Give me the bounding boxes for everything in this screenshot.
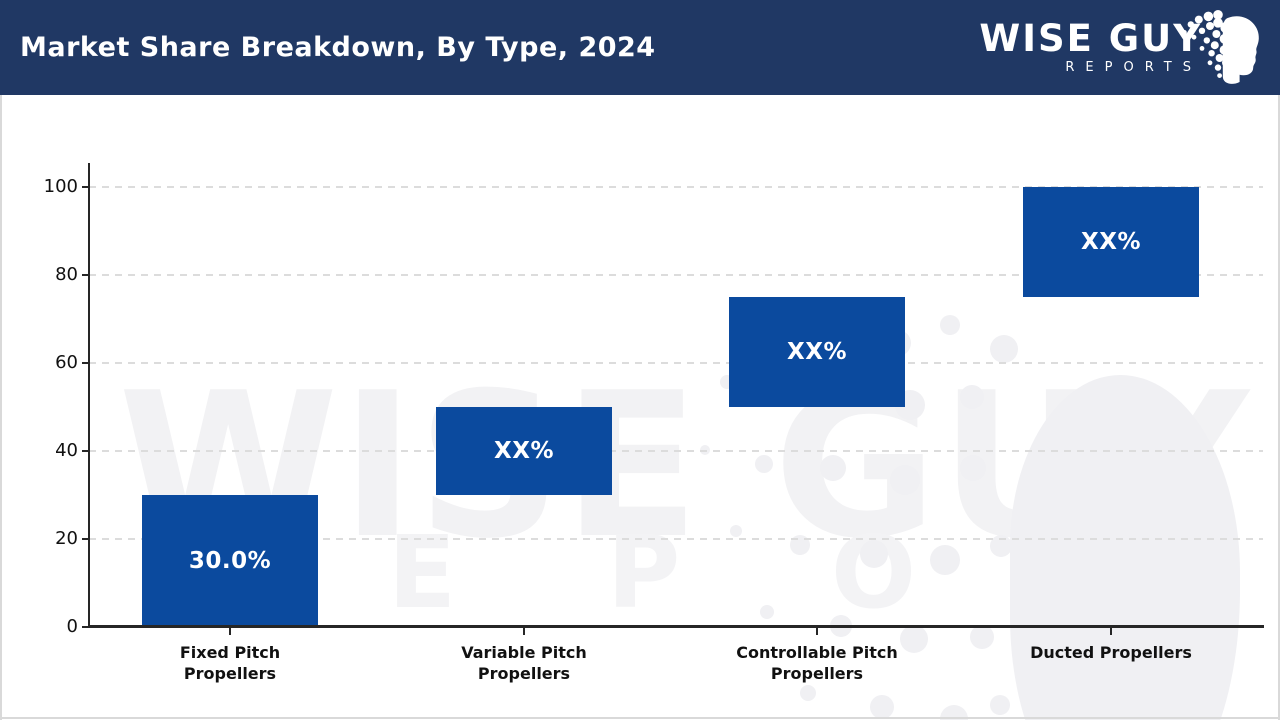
y-gridline bbox=[89, 274, 1263, 276]
x-tick-label: Fixed Pitch Propellers bbox=[179, 643, 281, 683]
bar-controllable-pitch-propellers: XX% bbox=[729, 297, 905, 407]
y-tick-label: 0 bbox=[66, 616, 78, 637]
header-bar: Market Share Breakdown, By Type, 2024 WI… bbox=[0, 0, 1280, 95]
y-tick-label: 100 bbox=[43, 176, 78, 197]
y-gridline bbox=[89, 186, 1263, 188]
x-tick-label: Ducted Propellers bbox=[1030, 643, 1192, 662]
y-gridline bbox=[89, 450, 1263, 452]
bar-value-label: 30.0% bbox=[188, 548, 272, 574]
bar-value-label: XX% bbox=[1080, 229, 1141, 255]
x-tick-label: Controllable Pitch Propellers bbox=[736, 643, 898, 683]
bar-value-label: XX% bbox=[493, 438, 554, 464]
page-border-bottom bbox=[0, 717, 1280, 719]
y-gridline bbox=[89, 362, 1263, 364]
page-title: Market Share Breakdown, By Type, 2024 bbox=[20, 32, 656, 63]
y-tick-label: 20 bbox=[55, 528, 78, 549]
x-tick-mark bbox=[816, 628, 818, 635]
page-border-left bbox=[0, 95, 2, 720]
x-tick-mark bbox=[229, 628, 231, 635]
y-tick-mark bbox=[82, 626, 89, 628]
plot-region: 0 20 40 60 80 100 30.0% Fixed Pitch Propellers XX… bbox=[0, 95, 1280, 720]
x-tick-mark bbox=[523, 628, 525, 635]
y-tick-label: 60 bbox=[55, 352, 78, 373]
x-tick-label: Variable Pitch Propellers bbox=[461, 643, 587, 683]
x-axis-line bbox=[88, 625, 1264, 628]
y-axis-line bbox=[88, 163, 90, 627]
bar-ducted-propellers: XX% bbox=[1023, 187, 1199, 297]
y-gridline bbox=[89, 538, 1263, 540]
y-tick-label: 80 bbox=[55, 264, 78, 285]
bar-fixed-pitch-propellers: 30.0% bbox=[142, 495, 318, 627]
y-tick-mark bbox=[82, 362, 89, 364]
y-tick-mark bbox=[82, 538, 89, 540]
x-tick-mark bbox=[1110, 628, 1112, 635]
logo-face-icon bbox=[1182, 9, 1259, 84]
y-tick-mark bbox=[82, 274, 89, 276]
logo-brand-bottom: REPORTS bbox=[1065, 59, 1202, 75]
chart-area: WISE GUY R E P O R T S 02040608010030.0%… bbox=[0, 95, 1280, 720]
y-tick-mark bbox=[82, 450, 89, 452]
page-border-right bbox=[1278, 95, 1280, 720]
wise-guy-reports-logo: WISE GUY REPORTS bbox=[979, 5, 1280, 91]
y-tick-mark bbox=[82, 186, 89, 188]
y-tick-label: 40 bbox=[55, 440, 78, 461]
bar-variable-pitch-propellers: XX% bbox=[436, 407, 612, 495]
logo-brand-top: WISE GUY bbox=[979, 16, 1202, 60]
bar-value-label: XX% bbox=[786, 339, 847, 365]
